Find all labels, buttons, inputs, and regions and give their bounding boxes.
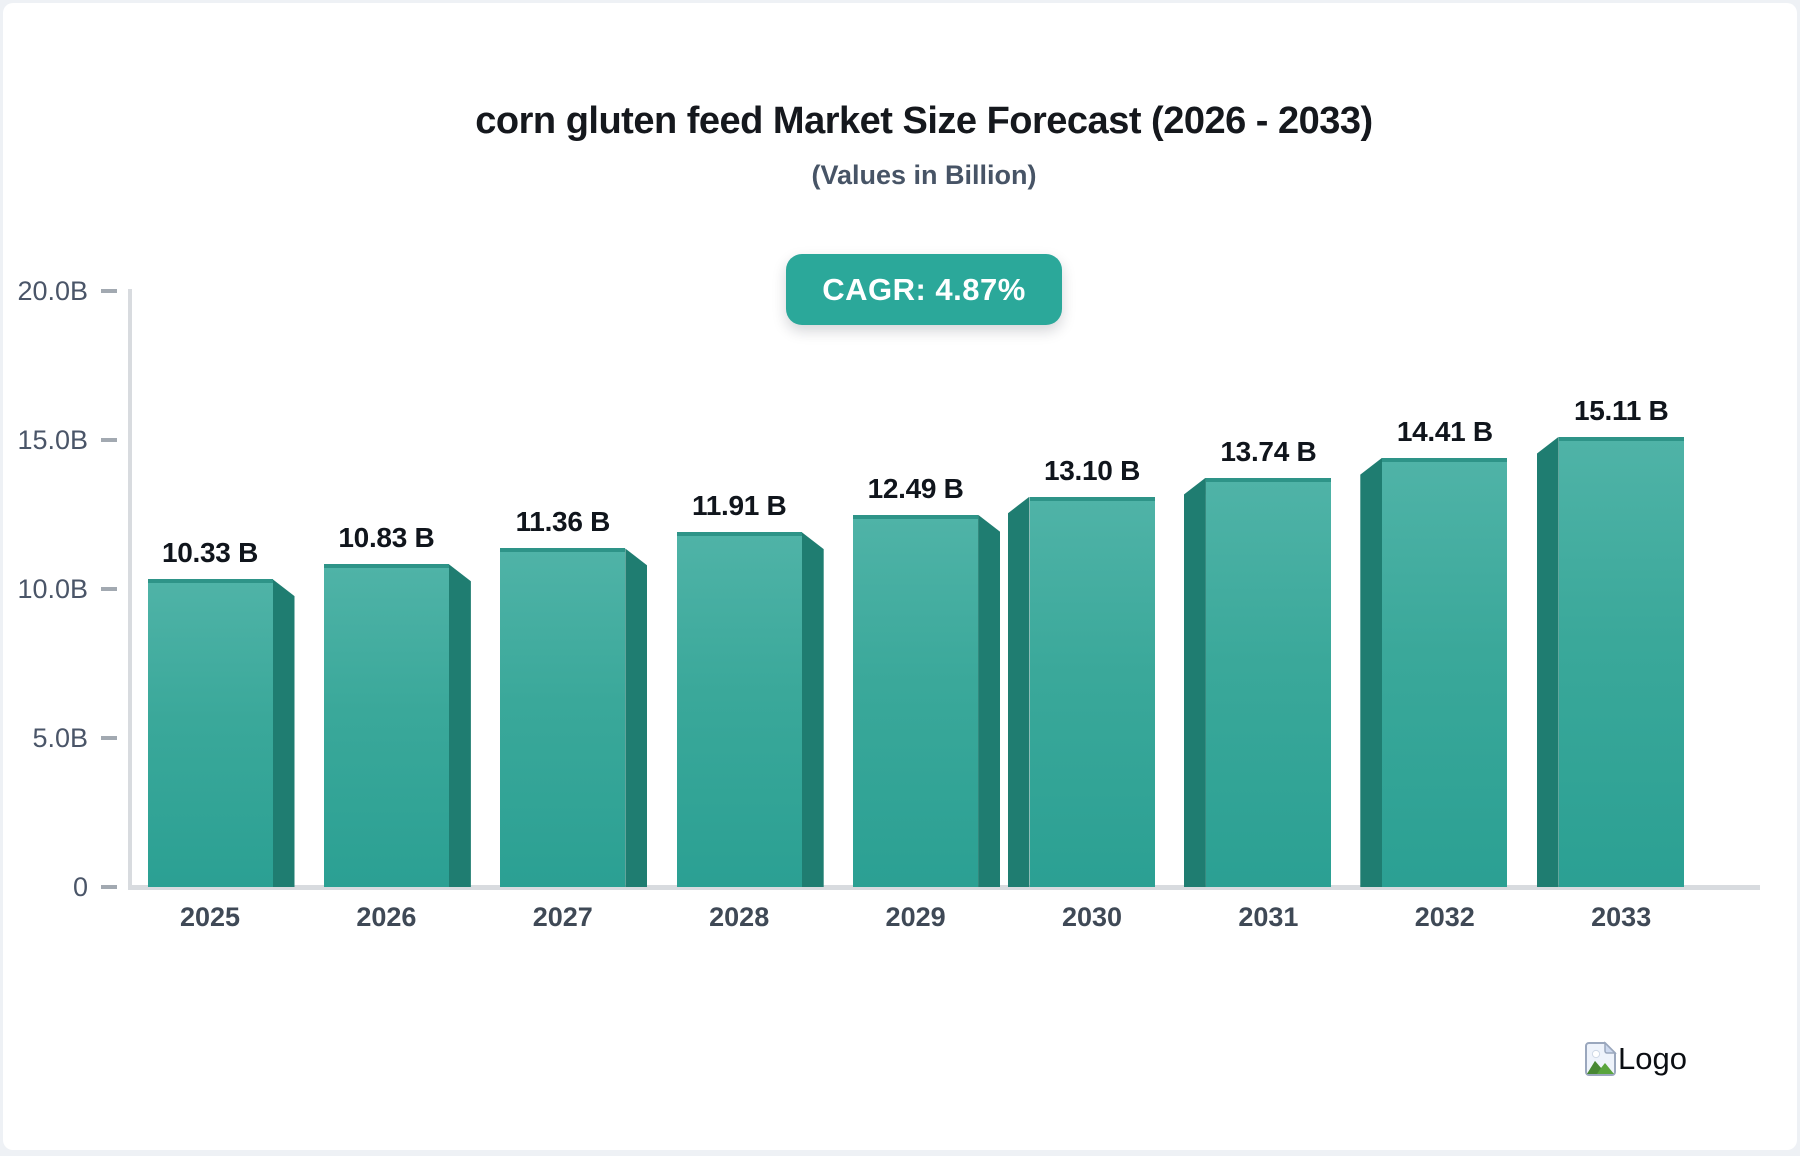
- bar-side-face: [625, 548, 648, 887]
- cagr-badge: CAGR: 4.87%: [786, 254, 1062, 325]
- y-axis-label: 20.0B: [17, 276, 88, 306]
- bar-side-face: [448, 564, 471, 887]
- chart-subtitle: (Values in Billion): [811, 160, 1037, 190]
- x-axis-label: 2030: [1061, 902, 1123, 932]
- logo: Logo: [1583, 1038, 1687, 1080]
- y-axis-tick: [101, 438, 117, 442]
- bar-2030[interactable]: [1007, 496, 1155, 887]
- y-axis-label: 0: [72, 872, 88, 902]
- bar-front-face[interactable]: [1029, 496, 1155, 887]
- bar-front-face[interactable]: [1382, 457, 1508, 887]
- y-axis-label: 15.0B: [17, 425, 88, 455]
- x-axis-label: 2033: [1591, 902, 1652, 932]
- bar-front-face[interactable]: [1558, 436, 1684, 887]
- x-axis-label: 2025: [179, 902, 241, 932]
- x-axis-label: 2032: [1414, 902, 1475, 932]
- bar-2026[interactable]: [323, 564, 471, 887]
- bar-value-label: 12.49 B: [867, 472, 964, 504]
- y-axis-tick: [101, 885, 117, 889]
- y-axis-line: [128, 289, 132, 889]
- logo-alt-text: Logo: [1618, 1041, 1687, 1076]
- bar-side-face: [1536, 436, 1559, 887]
- bar-2027[interactable]: [500, 548, 648, 887]
- chart-title: corn gluten feed Market Size Forecast (2…: [475, 100, 1373, 142]
- x-axis-label: 2029: [885, 902, 946, 932]
- bar-value-label: 11.36 B: [515, 506, 611, 538]
- bar-front-face[interactable]: [147, 579, 273, 887]
- bar-side-face: [1360, 457, 1383, 887]
- x-axis-label: 2027: [532, 902, 593, 932]
- bar-value-label: 11.91 B: [691, 490, 787, 522]
- bar-value-label: 10.33 B: [162, 537, 258, 569]
- bar-front-face[interactable]: [1205, 477, 1331, 887]
- x-axis-baseline: [128, 885, 1760, 890]
- bar-value-label: 13.74 B: [1220, 435, 1317, 467]
- bar-value-label: 10.83 B: [338, 522, 435, 554]
- bar-2025[interactable]: [147, 579, 295, 887]
- broken-image-icon: [1585, 1041, 1617, 1076]
- bar-2031[interactable]: [1183, 477, 1331, 887]
- y-axis-tick: [101, 736, 117, 740]
- bar-2032[interactable]: [1360, 457, 1508, 887]
- x-axis-label: 2031: [1238, 902, 1299, 932]
- bar-2029[interactable]: [853, 514, 1001, 887]
- bar-front-face[interactable]: [500, 548, 626, 887]
- y-axis-tick: [101, 587, 117, 591]
- y-axis-label: 5.0B: [32, 723, 88, 753]
- y-axis-tick: [101, 289, 117, 293]
- x-axis-label: 2026: [356, 902, 417, 932]
- bar-side-face: [978, 514, 1001, 887]
- bar-front-face[interactable]: [853, 514, 979, 887]
- bar-side-face: [1007, 496, 1030, 887]
- bar-value-label: 14.41 B: [1396, 415, 1493, 447]
- bar-side-face: [801, 532, 824, 887]
- x-axis-label: 2028: [709, 902, 770, 932]
- bar-value-label: 15.11 B: [1573, 394, 1669, 426]
- bar-2028[interactable]: [676, 532, 824, 887]
- y-axis-label: 10.0B: [17, 574, 88, 604]
- bar-front-face[interactable]: [323, 564, 449, 887]
- bar-side-face: [1183, 477, 1206, 887]
- bar-value-label: 13.10 B: [1044, 454, 1140, 486]
- bar-side-face: [272, 579, 295, 887]
- bar-front-face[interactable]: [676, 532, 802, 887]
- bar-2033[interactable]: [1536, 436, 1684, 887]
